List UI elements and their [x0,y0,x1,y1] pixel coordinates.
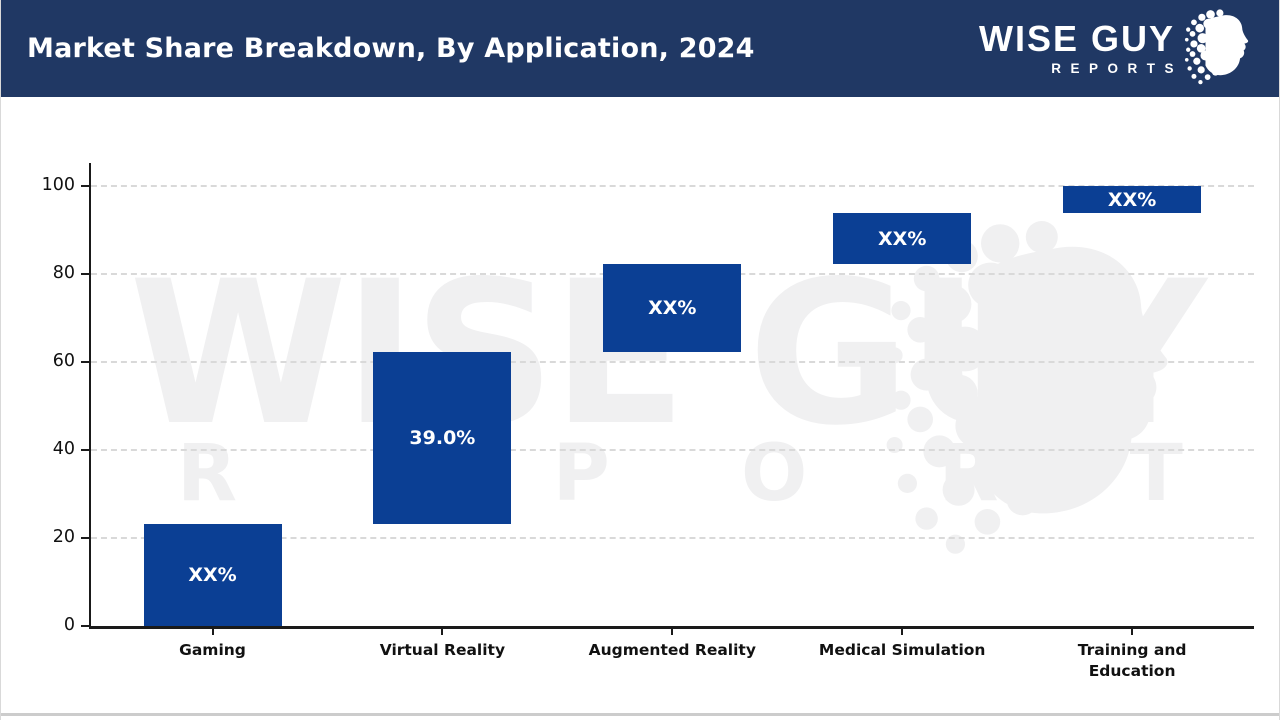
bar-value-label-augmented-reality: XX% [648,297,697,320]
y-tick-mark-100 [81,185,89,187]
y-tick-mark-0 [81,625,89,627]
x-tick-mark-virtual-reality [441,628,444,635]
bar-virtual-reality: 39.0% [373,352,512,524]
x-tick-mark-augmented-reality [671,628,674,635]
bar-augmented-reality: XX% [603,264,742,353]
x-axis-label-training-and-education: Training and Education [1077,641,1187,680]
gridline-100 [91,185,1254,187]
x-axis-label-gaming: Gaming [179,641,246,659]
dotted-head-profile-icon [1184,8,1249,84]
gridline-40 [91,449,1254,451]
bar-value-label-medical-simulation: XX% [878,227,927,250]
bar-training-and-education: XX% [1063,186,1202,214]
header-bar: Market Share Breakdown, By Application, … [1,0,1279,97]
y-tick-mark-60 [81,361,89,363]
x-axis-label-virtual-reality: Virtual Reality [379,641,506,659]
bottom-divider [1,713,1279,716]
y-tick-label-0: 0 [63,615,75,635]
y-axis-line [89,163,91,628]
y-tick-mark-80 [81,273,89,275]
waterfall-chart: WISE GUY R E P O R T S 020406080100XX%Ga… [1,97,1279,717]
y-tick-label-60: 60 [52,351,75,371]
bar-value-label-virtual-reality: 39.0% [409,427,476,450]
bar-medical-simulation: XX% [833,213,972,265]
page-title: Market Share Breakdown, By Application, … [27,33,755,64]
x-axis-label-augmented-reality: Augmented Reality [588,641,756,659]
x-axis-label-medical-simulation: Medical Simulation [818,641,986,659]
gridline-60 [91,361,1254,363]
logo-subtitle: REPORTS [1051,61,1183,77]
x-tick-mark-gaming [211,628,214,635]
x-tick-mark-medical-simulation [901,628,904,635]
y-tick-label-40: 40 [52,439,75,459]
y-tick-mark-20 [81,537,89,539]
gridline-20 [91,537,1254,539]
wise-guy-reports-logo: WISE GUY REPORTS [978,8,1253,89]
bar-value-label-training-and-education: XX% [1107,188,1157,211]
bar-gaming: XX% [143,523,282,626]
y-tick-mark-40 [81,449,89,451]
bar-value-label-gaming: XX% [188,563,237,586]
y-tick-label-100: 100 [41,175,75,195]
x-axis-line [89,626,1254,629]
watermark-dotted-head-profile-icon [886,221,1168,554]
y-tick-label-80: 80 [52,263,75,283]
logo-wordmark: WISE GUY [978,18,1175,60]
y-tick-label-20: 20 [52,527,75,547]
x-tick-mark-training-and-education [1131,628,1134,635]
